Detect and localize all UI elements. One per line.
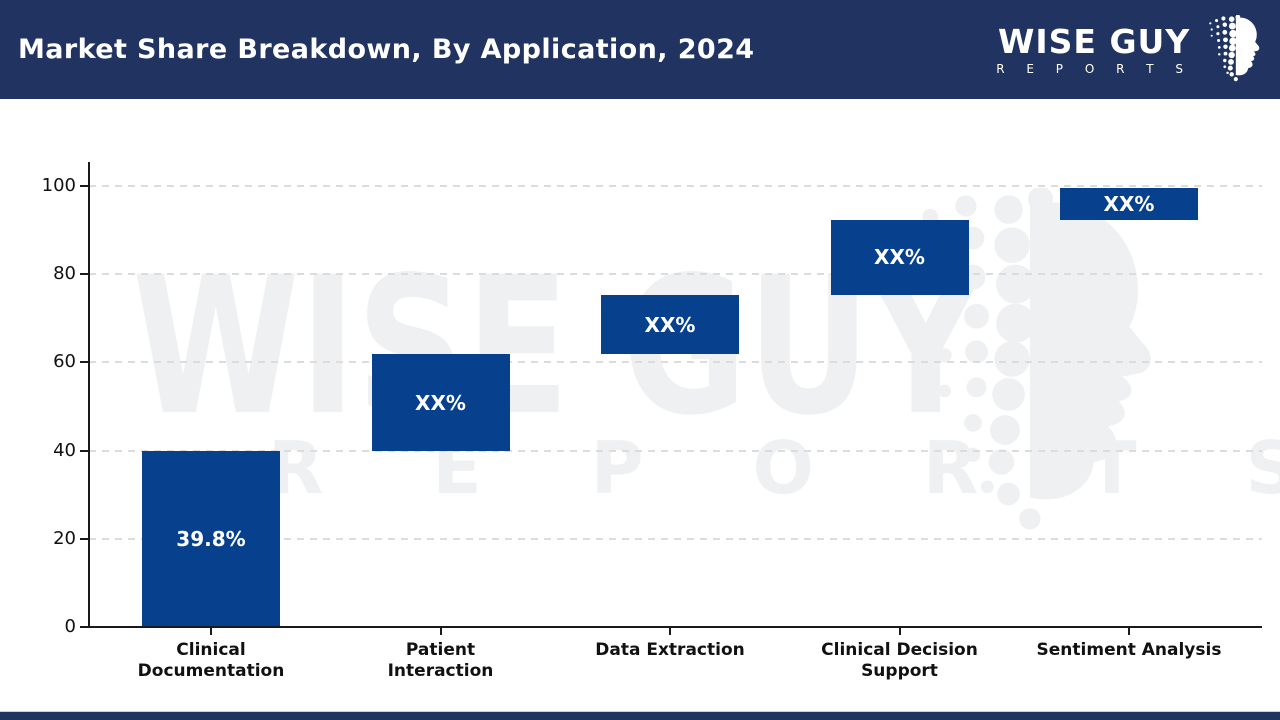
x-tick [898, 628, 901, 635]
header-bar: Market Share Breakdown, By Application, … [0, 0, 1280, 99]
gridline-80 [89, 273, 1262, 276]
y-tick-label: 40 [53, 439, 76, 461]
y-tick [80, 537, 88, 540]
bar-value-label: XX% [644, 312, 696, 337]
y-tick-label: 60 [53, 351, 76, 373]
x-axis-line [88, 626, 1262, 628]
bar-data-extraction: XX% [601, 295, 739, 355]
bar-clinical-documentation: 39.8% [142, 451, 280, 627]
y-tick-label: 100 [41, 175, 76, 196]
category-label: Sentiment Analysis [1014, 640, 1244, 661]
x-tick [439, 628, 442, 635]
y-tick-label: 0 [64, 616, 76, 637]
bar-clinical-decision-support: XX% [830, 219, 969, 296]
category-label-line: Interaction [387, 661, 494, 681]
category-label-line: Documentation [137, 661, 285, 681]
footer-bar [0, 711, 1280, 720]
y-tick [80, 185, 88, 187]
brand-logo-text: WISE GUY R E P O R T S [996, 25, 1192, 75]
y-tick [80, 449, 88, 452]
y-tick [80, 626, 88, 628]
y-tick [80, 273, 88, 276]
wiseguy-head-icon [1200, 15, 1262, 84]
category-label-line: Clinical [176, 640, 246, 660]
category-label: Data Extraction [555, 640, 785, 661]
bar-patient-interaction: XX% [371, 354, 510, 452]
bar-value-label: XX% [874, 245, 925, 270]
gridline-100 [89, 185, 1262, 187]
y-axis-line [88, 162, 90, 628]
bar-value-label: XX% [415, 390, 466, 415]
y-tick-label: 20 [53, 527, 76, 549]
gridline-20 [89, 537, 1262, 540]
y-tick-label: 80 [53, 263, 76, 285]
category-label-line: Clinical Decision [821, 640, 978, 660]
brand-subname: R E P O R T S [996, 61, 1192, 76]
category-label: Clinical Decision Support [785, 640, 1015, 682]
category-label-line: Patient [405, 640, 476, 660]
brand-logo: WISE GUY R E P O R T S [996, 15, 1262, 84]
category-label-line: Sentiment Analysis [1036, 640, 1222, 660]
bar-value-label: 39.8% [176, 527, 246, 552]
x-tick [669, 628, 671, 635]
bar-value-label: XX% [1103, 191, 1155, 216]
category-label-line: Support [861, 661, 938, 681]
gridline-60 [89, 361, 1262, 364]
x-tick [210, 628, 212, 635]
x-tick [1128, 628, 1130, 635]
y-tick [80, 361, 88, 364]
page-title: Market Share Breakdown, By Application, … [18, 34, 755, 65]
gridline-40 [89, 449, 1262, 452]
category-label-line: Data Extraction [595, 640, 745, 660]
brand-name: WISE GUY [997, 21, 1191, 61]
bar-sentiment-analysis: XX% [1060, 187, 1198, 220]
category-label: Clinical Documentation [96, 640, 326, 682]
category-label: Patient Interaction [326, 640, 556, 682]
